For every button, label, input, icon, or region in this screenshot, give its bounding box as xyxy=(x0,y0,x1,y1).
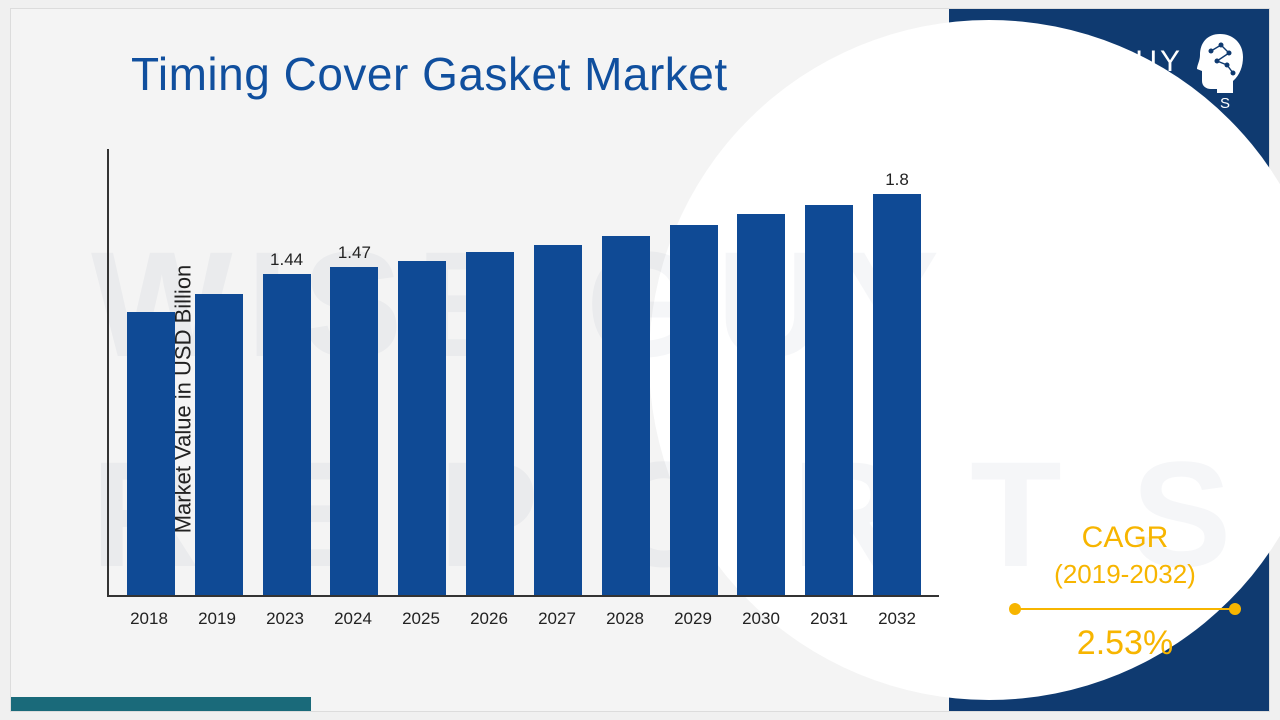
bar-wrap xyxy=(117,149,185,595)
bar xyxy=(263,274,311,595)
bar-wrap xyxy=(185,149,253,595)
x-tick-label: 2025 xyxy=(387,609,455,629)
x-tick-label: 2023 xyxy=(251,609,319,629)
x-tick-label: 2019 xyxy=(183,609,251,629)
bar xyxy=(737,214,785,595)
cagr-label: CAGR xyxy=(1015,521,1235,555)
bar xyxy=(127,312,175,595)
x-tick-label: 2029 xyxy=(659,609,727,629)
brain-head-icon xyxy=(1193,31,1247,93)
bar-wrap xyxy=(456,149,524,595)
bar-wrap xyxy=(592,149,660,595)
x-tick-label: 2026 xyxy=(455,609,523,629)
x-axis-labels: 2018201920232024202520262027202820292030… xyxy=(107,609,939,629)
x-tick-label: 2018 xyxy=(115,609,183,629)
bar-wrap xyxy=(795,149,863,595)
bar-wrap: 1.8 xyxy=(863,149,931,595)
bar-value-label: 1.8 xyxy=(885,170,909,190)
bar xyxy=(873,194,921,595)
x-tick-label: 2030 xyxy=(727,609,795,629)
x-tick-label: 2028 xyxy=(591,609,659,629)
cagr-range: (2019-2032) xyxy=(1015,559,1235,590)
report-canvas: WISE GUY R E P O R T S Timing Cover Gask… xyxy=(10,8,1270,712)
bar-value-label: 1.47 xyxy=(338,243,371,263)
bar-wrap xyxy=(524,149,592,595)
bar-wrap xyxy=(727,149,795,595)
x-tick-label: 2024 xyxy=(319,609,387,629)
x-tick-label: 2027 xyxy=(523,609,591,629)
bar xyxy=(330,267,378,595)
cagr-divider xyxy=(1015,608,1235,610)
bars-container: 1.44 1.47 1.8 xyxy=(109,149,939,595)
chart-title: Timing Cover Gasket Market xyxy=(131,47,728,101)
x-tick-label: 2032 xyxy=(863,609,931,629)
chart-area: Market Value in USD Billion 1.441.471.8 … xyxy=(79,149,939,649)
bar-value-label: 1.44 xyxy=(270,250,303,270)
logo-main-text: WISE GUY xyxy=(1009,45,1183,79)
bar-wrap: 1.44 xyxy=(253,149,321,595)
plot-region: 1.44 1.47 1.8 xyxy=(107,149,939,597)
bar xyxy=(534,245,582,595)
brand-logo: WISE GUY REPORTS xyxy=(1009,31,1247,112)
bar xyxy=(466,252,514,595)
bar xyxy=(670,225,718,595)
cagr-value: 2.53% xyxy=(1015,624,1235,663)
bar-wrap xyxy=(660,149,728,595)
bar-wrap xyxy=(388,149,456,595)
logo-sub-text: REPORTS xyxy=(1009,95,1247,112)
bar-wrap: 1.47 xyxy=(320,149,388,595)
bar xyxy=(805,205,853,595)
bar xyxy=(398,261,446,596)
footer-accent-bar xyxy=(11,697,311,711)
bar xyxy=(602,236,650,595)
x-tick-label: 2031 xyxy=(795,609,863,629)
bar xyxy=(195,294,243,595)
cagr-block: CAGR (2019-2032) 2.53% xyxy=(1015,521,1235,663)
